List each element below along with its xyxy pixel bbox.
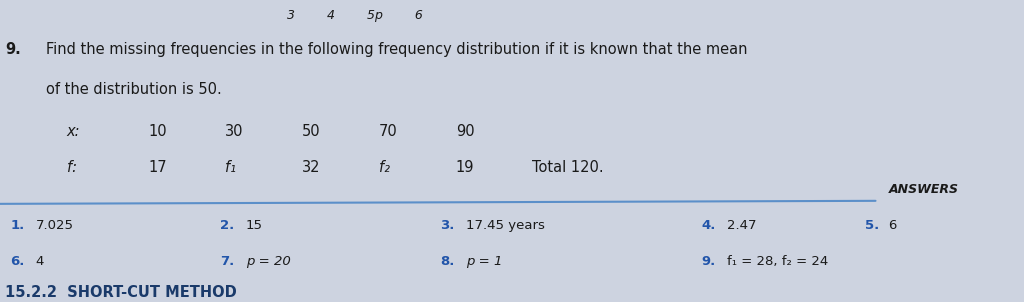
Text: 32: 32 xyxy=(302,160,321,175)
Text: of the distribution is 50.: of the distribution is 50. xyxy=(46,82,222,97)
Text: 19: 19 xyxy=(456,160,474,175)
Text: Total 120.: Total 120. xyxy=(532,160,604,175)
Text: 17.45 years: 17.45 years xyxy=(466,219,545,232)
Text: 4: 4 xyxy=(36,255,44,268)
Text: Find the missing frequencies in the following frequency distribution if it is kn: Find the missing frequencies in the foll… xyxy=(46,42,748,57)
Text: 10: 10 xyxy=(148,124,167,139)
Text: 1.: 1. xyxy=(10,219,25,232)
Text: 9.: 9. xyxy=(5,42,20,57)
Text: 5.: 5. xyxy=(865,219,880,232)
Text: f₁: f₁ xyxy=(225,160,237,175)
Text: 3.: 3. xyxy=(440,219,455,232)
Text: f₂: f₂ xyxy=(379,160,390,175)
Text: 9.: 9. xyxy=(701,255,716,268)
Text: f:: f: xyxy=(67,160,77,175)
Text: ANSWERS: ANSWERS xyxy=(889,183,958,196)
Text: 2.47: 2.47 xyxy=(727,219,757,232)
Text: 8.: 8. xyxy=(440,255,455,268)
Text: x:: x: xyxy=(67,124,80,139)
Text: 4.: 4. xyxy=(701,219,716,232)
Text: 2.: 2. xyxy=(220,219,234,232)
Text: 17: 17 xyxy=(148,160,167,175)
Text: f₁ = 28, f₂ = 24: f₁ = 28, f₂ = 24 xyxy=(727,255,828,268)
Text: p = 1: p = 1 xyxy=(466,255,503,268)
Text: 6.: 6. xyxy=(10,255,25,268)
Text: p = 20: p = 20 xyxy=(246,255,291,268)
Text: 90: 90 xyxy=(456,124,474,139)
Text: 30: 30 xyxy=(225,124,244,139)
Text: 15.2.2  SHORT-CUT METHOD: 15.2.2 SHORT-CUT METHOD xyxy=(5,285,237,300)
Text: 50: 50 xyxy=(302,124,321,139)
Text: 3        4        5p        6: 3 4 5p 6 xyxy=(287,9,423,22)
Text: 6: 6 xyxy=(888,219,896,232)
Text: 7.: 7. xyxy=(220,255,234,268)
Text: 15: 15 xyxy=(246,219,263,232)
Text: 7.025: 7.025 xyxy=(36,219,74,232)
Text: 70: 70 xyxy=(379,124,397,139)
